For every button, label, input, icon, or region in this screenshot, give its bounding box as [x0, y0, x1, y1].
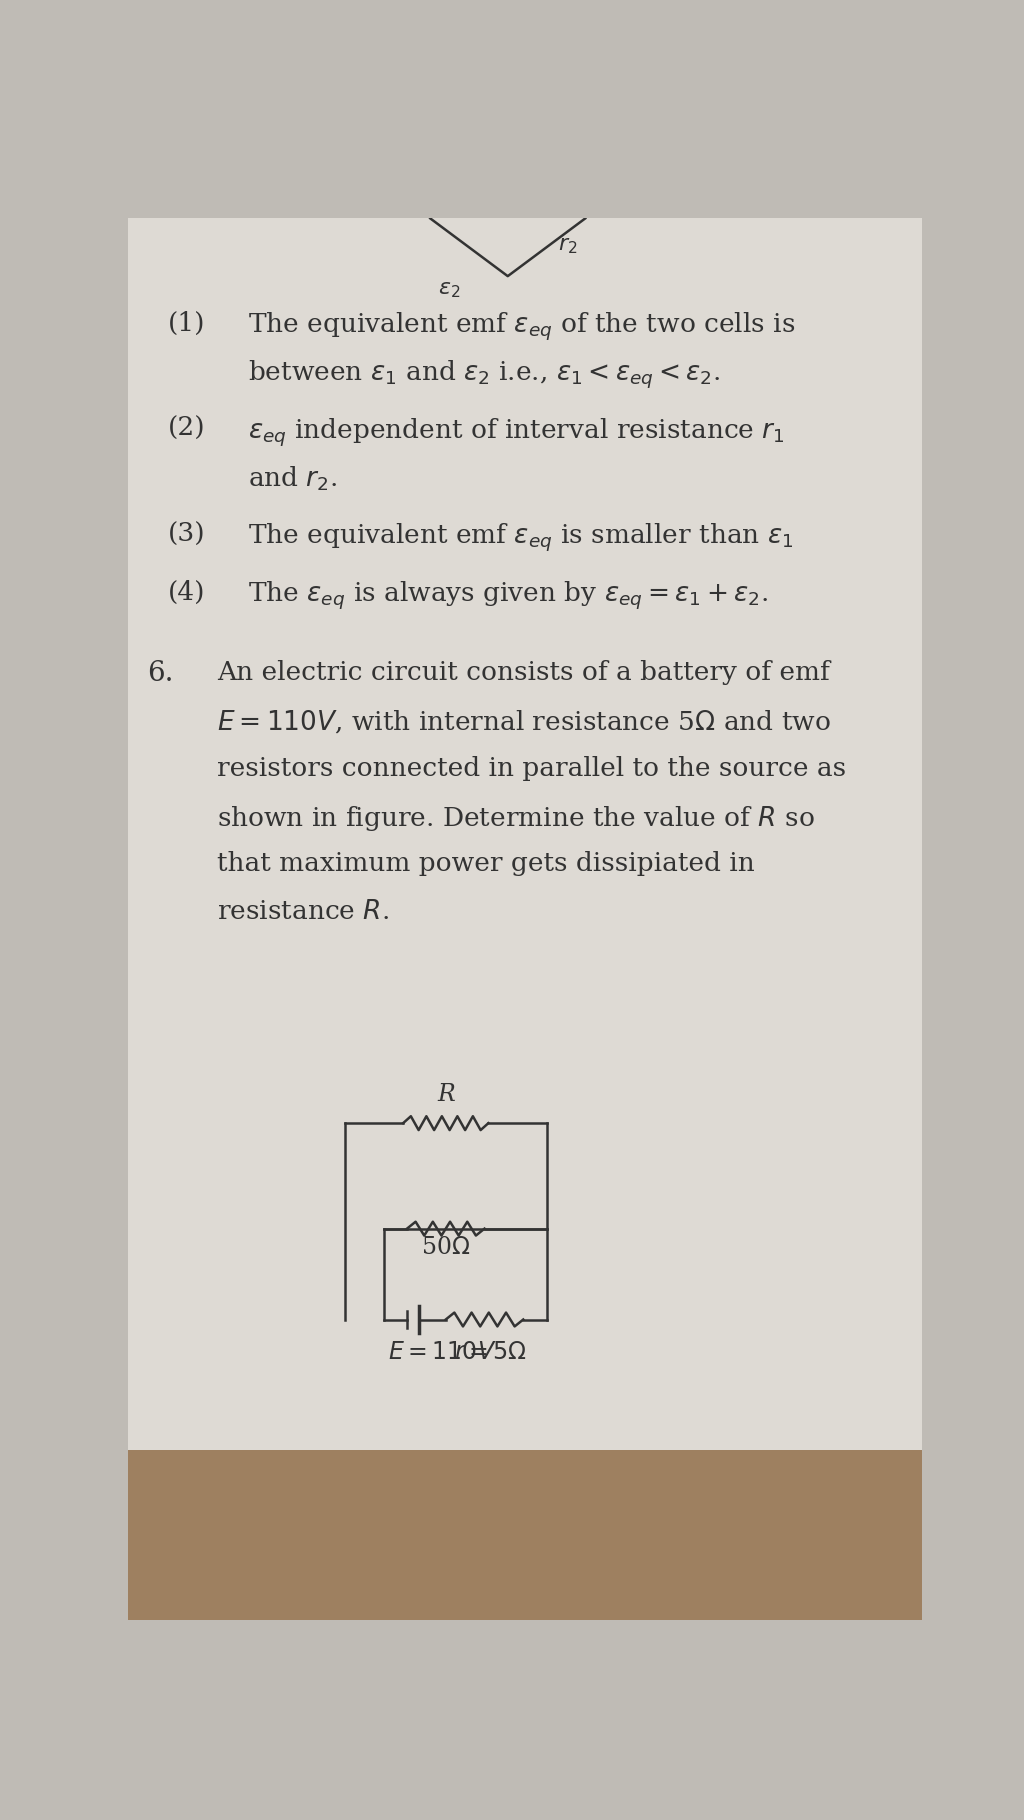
Text: $r_2$: $r_2$ — [558, 233, 578, 257]
Text: (4): (4) — [168, 579, 206, 604]
Text: (1): (1) — [168, 311, 206, 337]
Text: 50$\Omega$: 50$\Omega$ — [421, 1236, 470, 1259]
Text: resistors connected in parallel to the source as: resistors connected in parallel to the s… — [217, 755, 846, 781]
Text: The equivalent emf $\varepsilon_{eq}$ is smaller than $\varepsilon_1$: The equivalent emf $\varepsilon_{eq}$ is… — [248, 522, 794, 553]
Text: between $\varepsilon_1$ and $\varepsilon_2$ i.e., $\varepsilon_1 < \varepsilon_{: between $\varepsilon_1$ and $\varepsilon… — [248, 359, 721, 391]
Text: $\varepsilon_{eq}$ independent of interval resistance $r_1$: $\varepsilon_{eq}$ independent of interv… — [248, 417, 784, 448]
Bar — [128, 1451, 922, 1620]
Text: $\varepsilon_2$: $\varepsilon_2$ — [438, 278, 460, 300]
Text: (3): (3) — [168, 522, 206, 546]
Text: that maximum power gets dissipiated in: that maximum power gets dissipiated in — [217, 852, 755, 877]
Text: resistance $R$.: resistance $R$. — [217, 899, 389, 925]
Text: (2): (2) — [168, 417, 206, 440]
Text: The equivalent emf $\varepsilon_{eq}$ of the two cells is: The equivalent emf $\varepsilon_{eq}$ of… — [248, 311, 796, 344]
Text: shown in figure. Determine the value of $R$ so: shown in figure. Determine the value of … — [217, 804, 815, 832]
Text: $r = 5\Omega$: $r = 5\Omega$ — [454, 1341, 526, 1363]
Text: R: R — [437, 1083, 455, 1107]
Bar — [128, 218, 922, 1451]
Text: The $\varepsilon_{eq}$ is always given by $\varepsilon_{eq} = \varepsilon_1 + \v: The $\varepsilon_{eq}$ is always given b… — [248, 579, 768, 612]
Text: An electric circuit consists of a battery of emf: An electric circuit consists of a batter… — [217, 661, 829, 686]
Text: $E = 110V$, with internal resistance 5$\Omega$ and two: $E = 110V$, with internal resistance 5$\… — [217, 708, 830, 735]
Text: 6.: 6. — [147, 661, 174, 688]
Text: $E = 110V$: $E = 110V$ — [388, 1341, 497, 1363]
Text: and $r_2$.: and $r_2$. — [248, 464, 337, 493]
